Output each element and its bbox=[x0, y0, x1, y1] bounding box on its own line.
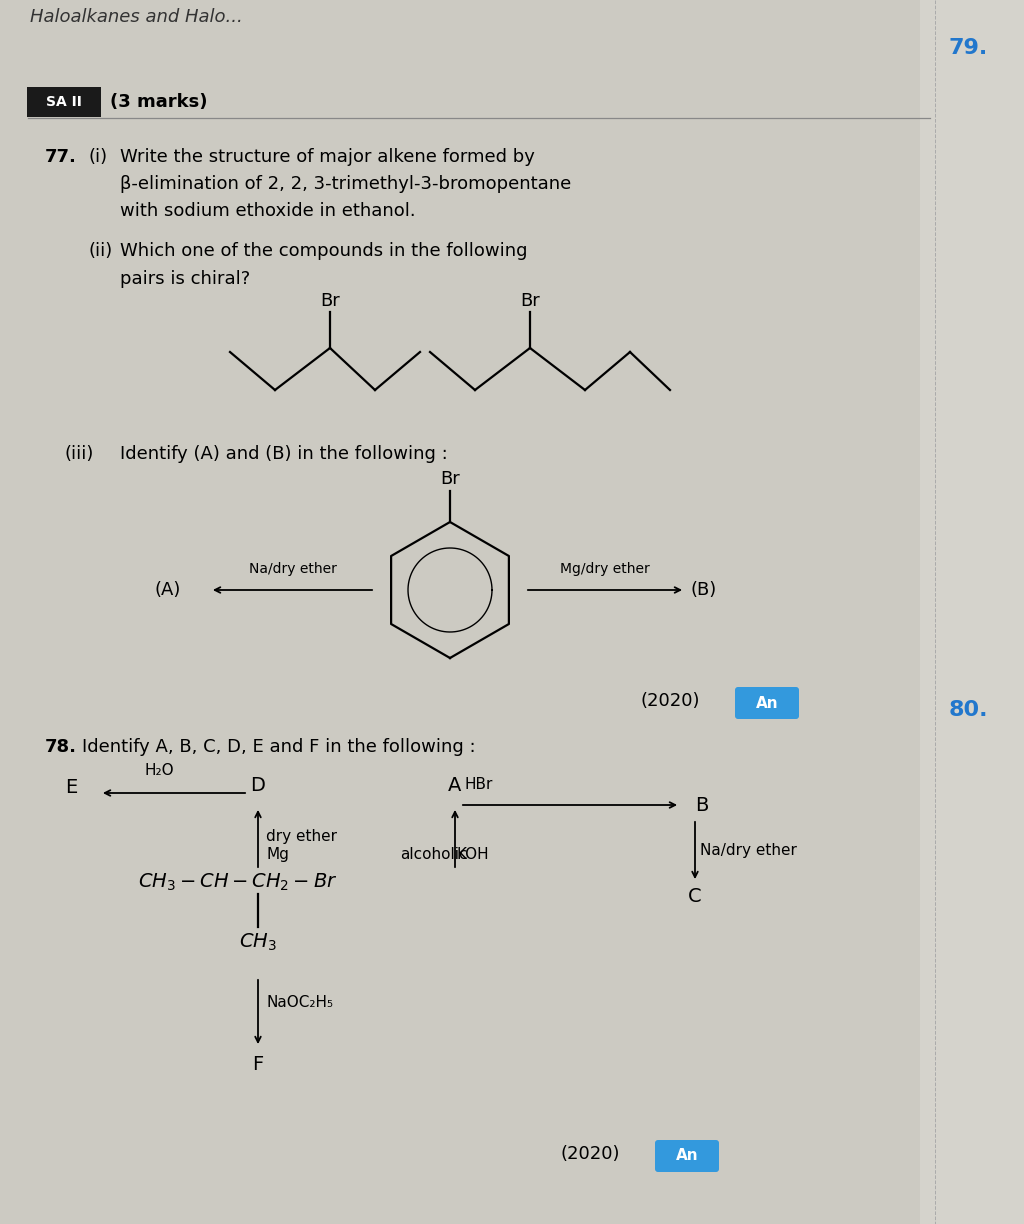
Text: Mg: Mg bbox=[266, 847, 289, 862]
Text: Br: Br bbox=[520, 293, 540, 310]
FancyBboxPatch shape bbox=[27, 87, 101, 118]
Text: (ii): (ii) bbox=[88, 242, 113, 259]
Text: SA II: SA II bbox=[46, 95, 82, 109]
Text: (B): (B) bbox=[690, 581, 716, 599]
Text: Br: Br bbox=[440, 470, 460, 488]
Text: Which one of the compounds in the following: Which one of the compounds in the follow… bbox=[120, 242, 527, 259]
Text: H₂O: H₂O bbox=[144, 763, 174, 778]
Text: with sodium ethoxide in ethanol.: with sodium ethoxide in ethanol. bbox=[120, 202, 416, 220]
Text: 80.: 80. bbox=[948, 700, 988, 720]
Text: β-elimination of 2, 2, 3-trimethyl-3-bromopentane: β-elimination of 2, 2, 3-trimethyl-3-bro… bbox=[120, 175, 571, 193]
Text: B: B bbox=[695, 796, 709, 814]
Text: A: A bbox=[449, 776, 462, 796]
Bar bbox=[920, 0, 1024, 1224]
Text: An: An bbox=[676, 1148, 698, 1164]
Text: Br: Br bbox=[321, 293, 340, 310]
Text: Identify A, B, C, D, E and F in the following :: Identify A, B, C, D, E and F in the foll… bbox=[82, 738, 475, 756]
Text: (2020): (2020) bbox=[560, 1144, 620, 1163]
FancyBboxPatch shape bbox=[655, 1140, 719, 1173]
Text: HBr: HBr bbox=[465, 777, 494, 792]
Text: (2020): (2020) bbox=[640, 692, 699, 710]
Text: NaOC₂H₅: NaOC₂H₅ bbox=[266, 995, 333, 1010]
Text: alcoholic: alcoholic bbox=[400, 847, 468, 862]
Text: (3 marks): (3 marks) bbox=[110, 93, 208, 111]
Text: 78.: 78. bbox=[45, 738, 77, 756]
Text: (i): (i) bbox=[88, 148, 108, 166]
Text: D: D bbox=[251, 776, 265, 796]
FancyBboxPatch shape bbox=[735, 687, 799, 718]
Text: 79.: 79. bbox=[949, 38, 988, 58]
Text: $CH_3 - CH - CH_2 - Br$: $CH_3 - CH - CH_2 - Br$ bbox=[138, 871, 338, 892]
Text: 77.: 77. bbox=[45, 148, 77, 166]
Text: C: C bbox=[688, 887, 701, 906]
Text: E: E bbox=[65, 777, 77, 797]
Text: Na/dry ether: Na/dry ether bbox=[249, 562, 337, 577]
Text: pairs is chiral?: pairs is chiral? bbox=[120, 271, 250, 288]
Text: dry ether: dry ether bbox=[266, 829, 337, 845]
Text: KOH: KOH bbox=[457, 847, 489, 862]
Text: Mg/dry ether: Mg/dry ether bbox=[560, 562, 650, 577]
Text: (iii): (iii) bbox=[65, 446, 94, 463]
Text: F: F bbox=[252, 1055, 263, 1073]
Text: Haloalkanes and Halo...: Haloalkanes and Halo... bbox=[30, 9, 243, 26]
Text: Write the structure of major alkene formed by: Write the structure of major alkene form… bbox=[120, 148, 535, 166]
Text: Na/dry ether: Na/dry ether bbox=[700, 843, 797, 858]
Text: An: An bbox=[756, 695, 778, 710]
Text: Identify (A) and (B) in the following :: Identify (A) and (B) in the following : bbox=[120, 446, 447, 463]
Text: $CH_3$: $CH_3$ bbox=[239, 931, 276, 953]
Text: (A): (A) bbox=[155, 581, 181, 599]
